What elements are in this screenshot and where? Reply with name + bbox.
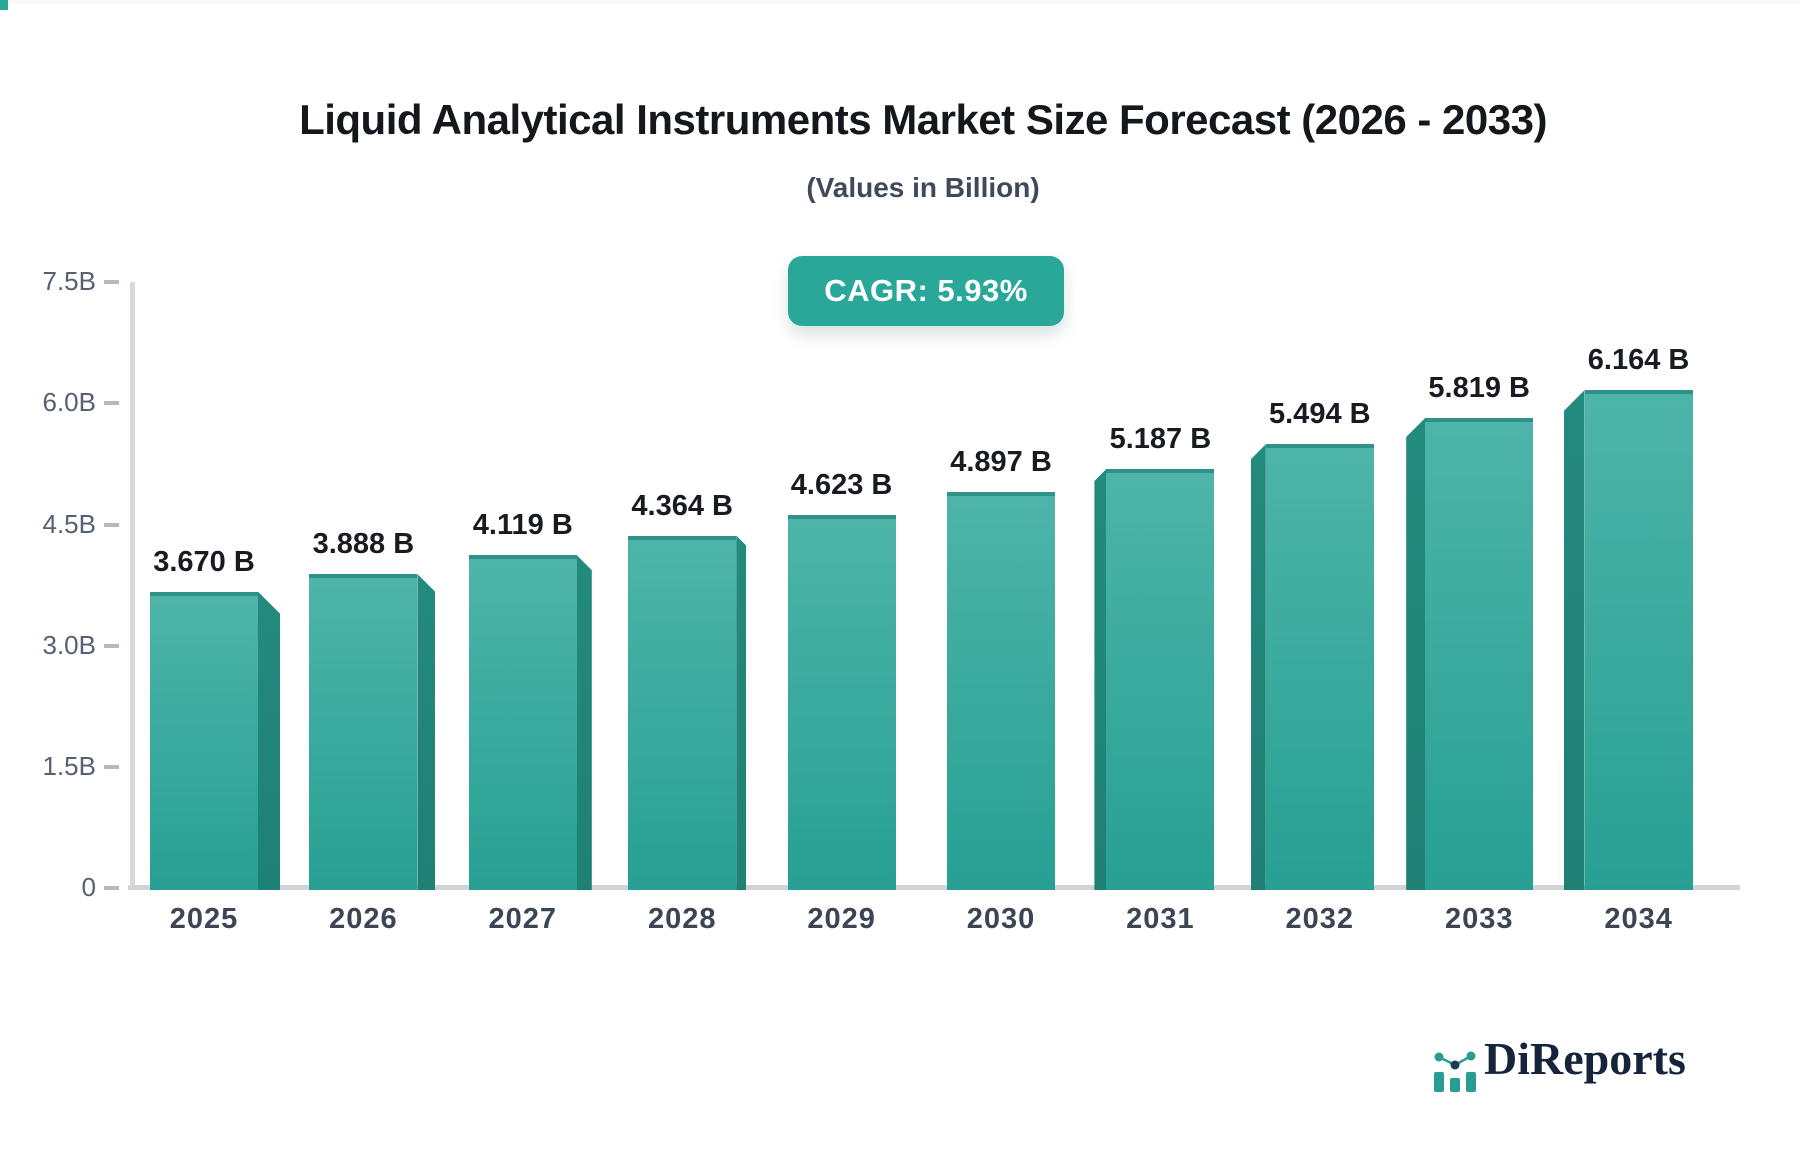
bar-value-label-2029: 4.623 B — [790, 468, 893, 501]
y-tick-7.5B — [104, 280, 119, 285]
corner-accent — [0, 0, 8, 10]
top-strip — [0, 0, 1800, 4]
cagr-badge: CAGR: 5.93% — [788, 256, 1064, 326]
bar-value-label-2031: 5.187 B — [1109, 423, 1212, 456]
cagr-badge-label: CAGR: 5.93% — [824, 273, 1028, 308]
bar-side-2026 — [417, 573, 436, 890]
bar-value-label-2030: 4.897 B — [950, 446, 1052, 479]
x-label-2026: 2026 — [329, 903, 398, 935]
y-tick-label-7.5B: 7.5B — [42, 266, 97, 297]
direports-logo: DiReports — [1432, 1036, 1686, 1094]
x-label-2025: 2025 — [169, 903, 239, 935]
x-label-2030: 2030 — [966, 903, 1036, 935]
bar-value-label-2026: 3.888 B — [312, 527, 415, 560]
x-label-2032: 2032 — [1285, 903, 1355, 935]
y-tick-label-3.0B: 3.0B — [42, 629, 97, 660]
y-tick-label-1.5B: 1.5B — [42, 750, 97, 781]
bar-side-2025 — [258, 591, 280, 890]
bar-2025 — [150, 591, 258, 890]
y-tick-0 — [104, 886, 119, 890]
mini-bar-chart-icon — [1434, 1051, 1476, 1092]
logo-text: DiReports — [1484, 1033, 1686, 1084]
y-tick-3.0B — [104, 643, 119, 648]
bar-2030 — [947, 492, 1055, 890]
chart-subtitle: (Values in Billion) — [806, 172, 1040, 203]
bar-value-label-2034: 6.164 B — [1587, 344, 1690, 377]
bar-value-label-2027: 4.119 B — [472, 509, 573, 542]
bar-2026 — [309, 573, 418, 890]
x-axis-line — [128, 885, 1740, 890]
bar-2032 — [1265, 444, 1374, 890]
y-tick-label-4.5B: 4.5B — [42, 508, 97, 539]
bar-side-2034 — [1563, 390, 1585, 890]
bar-side-2032 — [1250, 444, 1266, 890]
x-label-2033: 2033 — [1444, 903, 1514, 935]
bar-value-label-2028: 4.364 B — [631, 489, 733, 522]
y-tick-label-0: 0 — [81, 872, 96, 902]
chart-title: Liquid Analytical Instruments Market Siz… — [299, 96, 1547, 143]
bar-value-label-2033: 5.819 B — [1428, 371, 1530, 404]
bar-side-2027 — [576, 555, 592, 890]
bar-2033 — [1425, 417, 1534, 890]
bar-2034 — [1584, 390, 1693, 890]
bar-value-label-2032: 5.494 B — [1269, 398, 1371, 431]
y-tick-6.0B — [104, 401, 119, 406]
x-label-2027: 2027 — [488, 903, 558, 935]
bar-value-label-2025: 3.670 B — [153, 545, 255, 578]
bar-side-2028 — [736, 535, 747, 890]
bar-side-2033 — [1406, 417, 1426, 890]
y-tick-1.5B — [104, 764, 119, 769]
bar-side-2031 — [1094, 469, 1107, 890]
bar-2027 — [468, 555, 577, 890]
x-label-2029: 2029 — [807, 903, 876, 935]
bar-2031 — [1106, 469, 1215, 890]
bar-2029 — [787, 514, 896, 890]
x-label-2028: 2028 — [647, 903, 717, 935]
y-axis-line — [130, 282, 135, 889]
y-tick-label-6.0B: 6.0B — [42, 387, 97, 418]
x-label-2031: 2031 — [1126, 903, 1195, 935]
x-label-2034: 2034 — [1604, 903, 1673, 935]
y-tick-4.5B — [104, 522, 119, 527]
bar-2028 — [628, 535, 737, 890]
